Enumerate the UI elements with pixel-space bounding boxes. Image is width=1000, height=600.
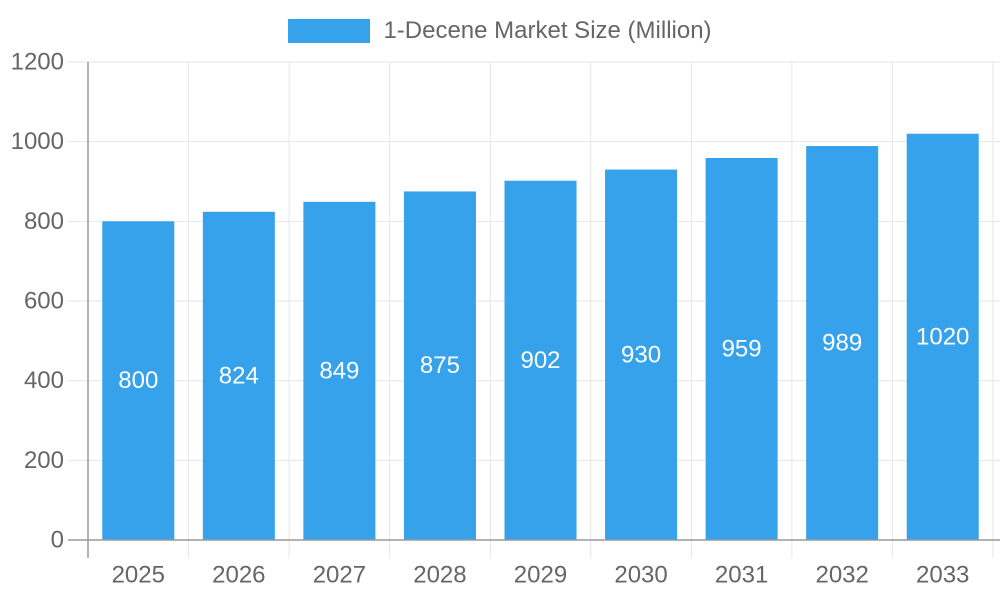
bar[interactable] xyxy=(403,191,476,541)
bar[interactable] xyxy=(906,133,979,540)
x-tick-label: 2030 xyxy=(614,562,667,589)
bar-value-label: 989 xyxy=(822,330,862,357)
x-tick-label: 2026 xyxy=(212,562,265,589)
y-tick-label: 1200 xyxy=(11,49,64,76)
y-tick-label: 1000 xyxy=(11,128,64,155)
y-tick-label: 0 xyxy=(51,527,64,554)
x-tick-label: 2031 xyxy=(715,562,768,589)
bar-value-label: 824 xyxy=(219,362,259,389)
x-tick-label: 2027 xyxy=(313,562,366,589)
bar-value-label: 800 xyxy=(118,367,158,394)
bar-value-label: 959 xyxy=(722,335,762,362)
bar-value-label: 930 xyxy=(621,341,661,368)
bar[interactable] xyxy=(806,146,879,540)
bar[interactable] xyxy=(303,201,376,540)
y-tick-label: 400 xyxy=(24,367,64,394)
label-layer: 0 200 400 600 800 1000 1200 800 2025 824 2026 849 20… xyxy=(11,49,970,589)
x-tick-label: 2033 xyxy=(916,562,969,589)
y-tick-label: 600 xyxy=(24,288,64,315)
bar[interactable] xyxy=(705,157,778,540)
bar-value-label: 875 xyxy=(420,352,460,379)
legend[interactable]: 1-Decene Market Size (Million) xyxy=(0,19,1000,43)
bar[interactable] xyxy=(202,211,275,541)
x-tick-label: 2028 xyxy=(413,562,466,589)
x-tick-label: 2025 xyxy=(112,562,165,589)
bar-value-label: 849 xyxy=(319,357,359,384)
bar[interactable] xyxy=(102,221,175,541)
x-tick-label: 2029 xyxy=(514,562,567,589)
legend-marker[interactable] xyxy=(288,19,371,43)
y-tick-label: 200 xyxy=(24,447,64,474)
bar-value-label: 902 xyxy=(520,347,560,374)
y-tick-label: 800 xyxy=(24,208,64,235)
bar-layer xyxy=(102,133,979,541)
axis-layer xyxy=(68,62,1000,558)
x-tick-label: 2032 xyxy=(815,562,868,589)
bar[interactable] xyxy=(605,169,678,541)
bar[interactable] xyxy=(504,180,577,540)
legend-label[interactable]: 1-Decene Market Size (Million) xyxy=(383,17,712,44)
bar-value-label: 1020 xyxy=(916,323,969,350)
